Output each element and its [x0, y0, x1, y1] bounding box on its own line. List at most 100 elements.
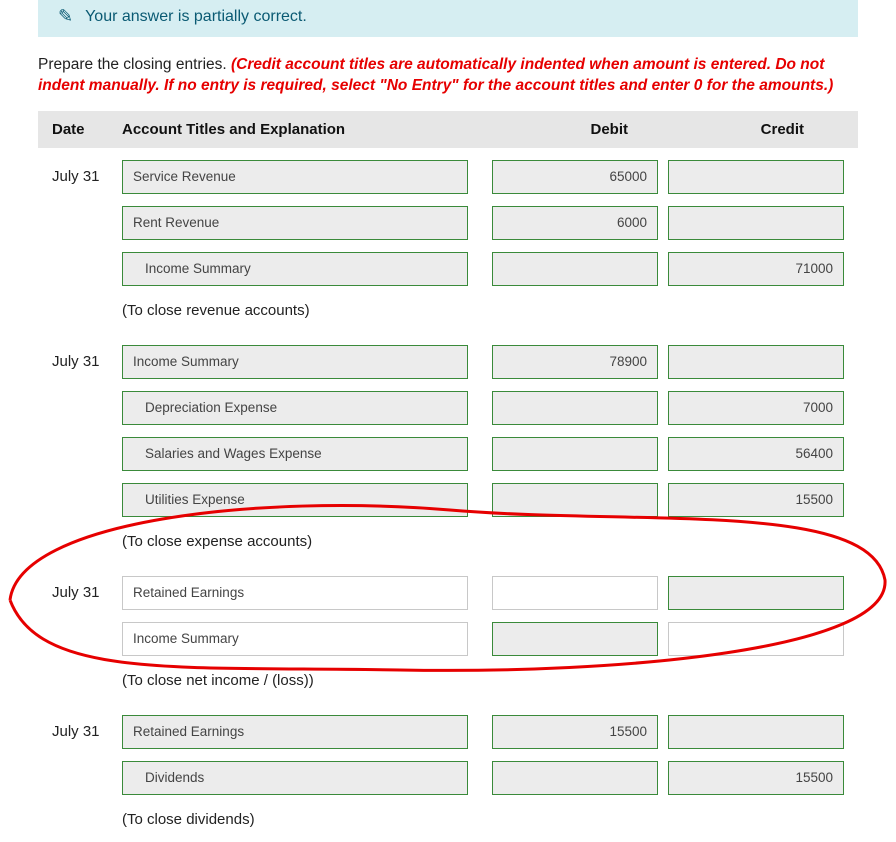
debit-input[interactable]: 65000	[492, 160, 658, 194]
entry-group: July 31 Service Revenue 65000 Rent Revenue 6…	[38, 148, 858, 333]
entry-row: July 31 Retained Earnings	[38, 576, 858, 610]
credit-cell	[668, 715, 844, 749]
credit-input[interactable]	[668, 206, 844, 240]
credit-cell	[668, 206, 844, 240]
banner-text: Your answer is partially correct.	[85, 8, 307, 26]
debit-input[interactable]	[492, 483, 658, 517]
account-cell: Rent Revenue	[116, 206, 492, 240]
account-input[interactable]: Depreciation Expense	[122, 391, 468, 425]
debit-input[interactable]	[492, 252, 658, 286]
credit-cell	[668, 345, 844, 379]
instructions-lead: Prepare the closing entries.	[38, 56, 231, 73]
debit-cell	[492, 761, 668, 795]
debit-cell	[492, 483, 668, 517]
debit-cell	[492, 391, 668, 425]
debit-cell: 6000	[492, 206, 668, 240]
debit-input[interactable]	[492, 437, 658, 471]
table-header: Date Account Titles and Explanation Debi…	[38, 111, 858, 148]
date-cell: July 31	[52, 723, 116, 740]
debit-input[interactable]	[492, 761, 658, 795]
credit-cell: 15500	[668, 761, 844, 795]
account-cell: Dividends	[116, 761, 492, 795]
entry-row: Depreciation Expense 7000	[38, 391, 858, 425]
account-cell: Depreciation Expense	[116, 391, 492, 425]
credit-cell	[668, 576, 844, 610]
debit-cell: 78900	[492, 345, 668, 379]
account-cell: Salaries and Wages Expense	[116, 437, 492, 471]
credit-cell: 15500	[668, 483, 844, 517]
header-debit: Debit	[492, 121, 668, 138]
account-cell: Service Revenue	[116, 160, 492, 194]
credit-input[interactable]	[668, 345, 844, 379]
credit-input[interactable]	[668, 622, 844, 656]
account-cell: Income Summary	[116, 345, 492, 379]
account-input[interactable]: Service Revenue	[122, 160, 468, 194]
credit-cell	[668, 160, 844, 194]
entry-row: Salaries and Wages Expense 56400	[38, 437, 858, 471]
debit-cell	[492, 437, 668, 471]
credit-cell: 71000	[668, 252, 844, 286]
instructions: Prepare the closing entries. (Credit acc…	[38, 55, 858, 97]
credit-input[interactable]: 71000	[668, 252, 844, 286]
account-input[interactable]: Utilities Expense	[122, 483, 468, 517]
debit-input[interactable]	[492, 622, 658, 656]
account-input[interactable]: Retained Earnings	[122, 715, 468, 749]
debit-input[interactable]: 15500	[492, 715, 658, 749]
credit-cell	[668, 622, 844, 656]
debit-input[interactable]	[492, 576, 658, 610]
account-input[interactable]: Income Summary	[122, 622, 468, 656]
explanation-text: (To close net income / (loss))	[38, 668, 858, 703]
entry-group: July 31 Income Summary 78900 Depreciation E…	[38, 333, 858, 564]
credit-input[interactable]: 7000	[668, 391, 844, 425]
date-cell: July 31	[52, 584, 116, 601]
header-credit: Credit	[668, 121, 844, 138]
header-account: Account Titles and Explanation	[116, 121, 492, 138]
credit-cell: 56400	[668, 437, 844, 471]
entry-row: Income Summary	[38, 622, 858, 656]
date-cell: July 31	[52, 168, 116, 185]
debit-cell	[492, 622, 668, 656]
account-input[interactable]: Income Summary	[122, 252, 468, 286]
entry-row: July 31 Income Summary 78900	[38, 345, 858, 379]
pencil-icon: ✎	[58, 6, 73, 27]
account-cell: Income Summary	[116, 622, 492, 656]
debit-input[interactable]: 78900	[492, 345, 658, 379]
debit-input[interactable]: 6000	[492, 206, 658, 240]
credit-input[interactable]	[668, 576, 844, 610]
account-cell: Retained Earnings	[116, 715, 492, 749]
header-date: Date	[52, 121, 116, 138]
credit-cell: 7000	[668, 391, 844, 425]
explanation-text: (To close expense accounts)	[38, 529, 858, 564]
credit-input[interactable]: 56400	[668, 437, 844, 471]
entry-row: Utilities Expense 15500	[38, 483, 858, 517]
entry-group: July 31 Retained Earnings 15500 Dividends 15…	[38, 703, 858, 842]
debit-cell: 65000	[492, 160, 668, 194]
account-cell: Income Summary	[116, 252, 492, 286]
entry-row: Income Summary 71000	[38, 252, 858, 286]
account-input[interactable]: Income Summary	[122, 345, 468, 379]
explanation-text: (To close revenue accounts)	[38, 298, 858, 333]
entry-row: July 31 Service Revenue 65000	[38, 160, 858, 194]
debit-cell	[492, 576, 668, 610]
account-input[interactable]: Dividends	[122, 761, 468, 795]
entry-row: Dividends 15500	[38, 761, 858, 795]
debit-cell: 15500	[492, 715, 668, 749]
credit-input[interactable]: 15500	[668, 483, 844, 517]
feedback-banner: ✎ Your answer is partially correct.	[38, 0, 858, 37]
account-cell: Utilities Expense	[116, 483, 492, 517]
entry-row: Rent Revenue 6000	[38, 206, 858, 240]
credit-input[interactable]	[668, 715, 844, 749]
explanation-text: (To close dividends)	[38, 807, 858, 842]
entry-row: July 31 Retained Earnings 15500	[38, 715, 858, 749]
credit-input[interactable]: 15500	[668, 761, 844, 795]
credit-input[interactable]	[668, 160, 844, 194]
closing-entries-table: Date Account Titles and Explanation Debi…	[38, 111, 858, 842]
date-cell: July 31	[52, 353, 116, 370]
debit-input[interactable]	[492, 391, 658, 425]
debit-cell	[492, 252, 668, 286]
entry-group: July 31 Retained Earnings Income Summary (T…	[38, 564, 858, 703]
account-input[interactable]: Retained Earnings	[122, 576, 468, 610]
account-input[interactable]: Salaries and Wages Expense	[122, 437, 468, 471]
account-cell: Retained Earnings	[116, 576, 492, 610]
account-input[interactable]: Rent Revenue	[122, 206, 468, 240]
